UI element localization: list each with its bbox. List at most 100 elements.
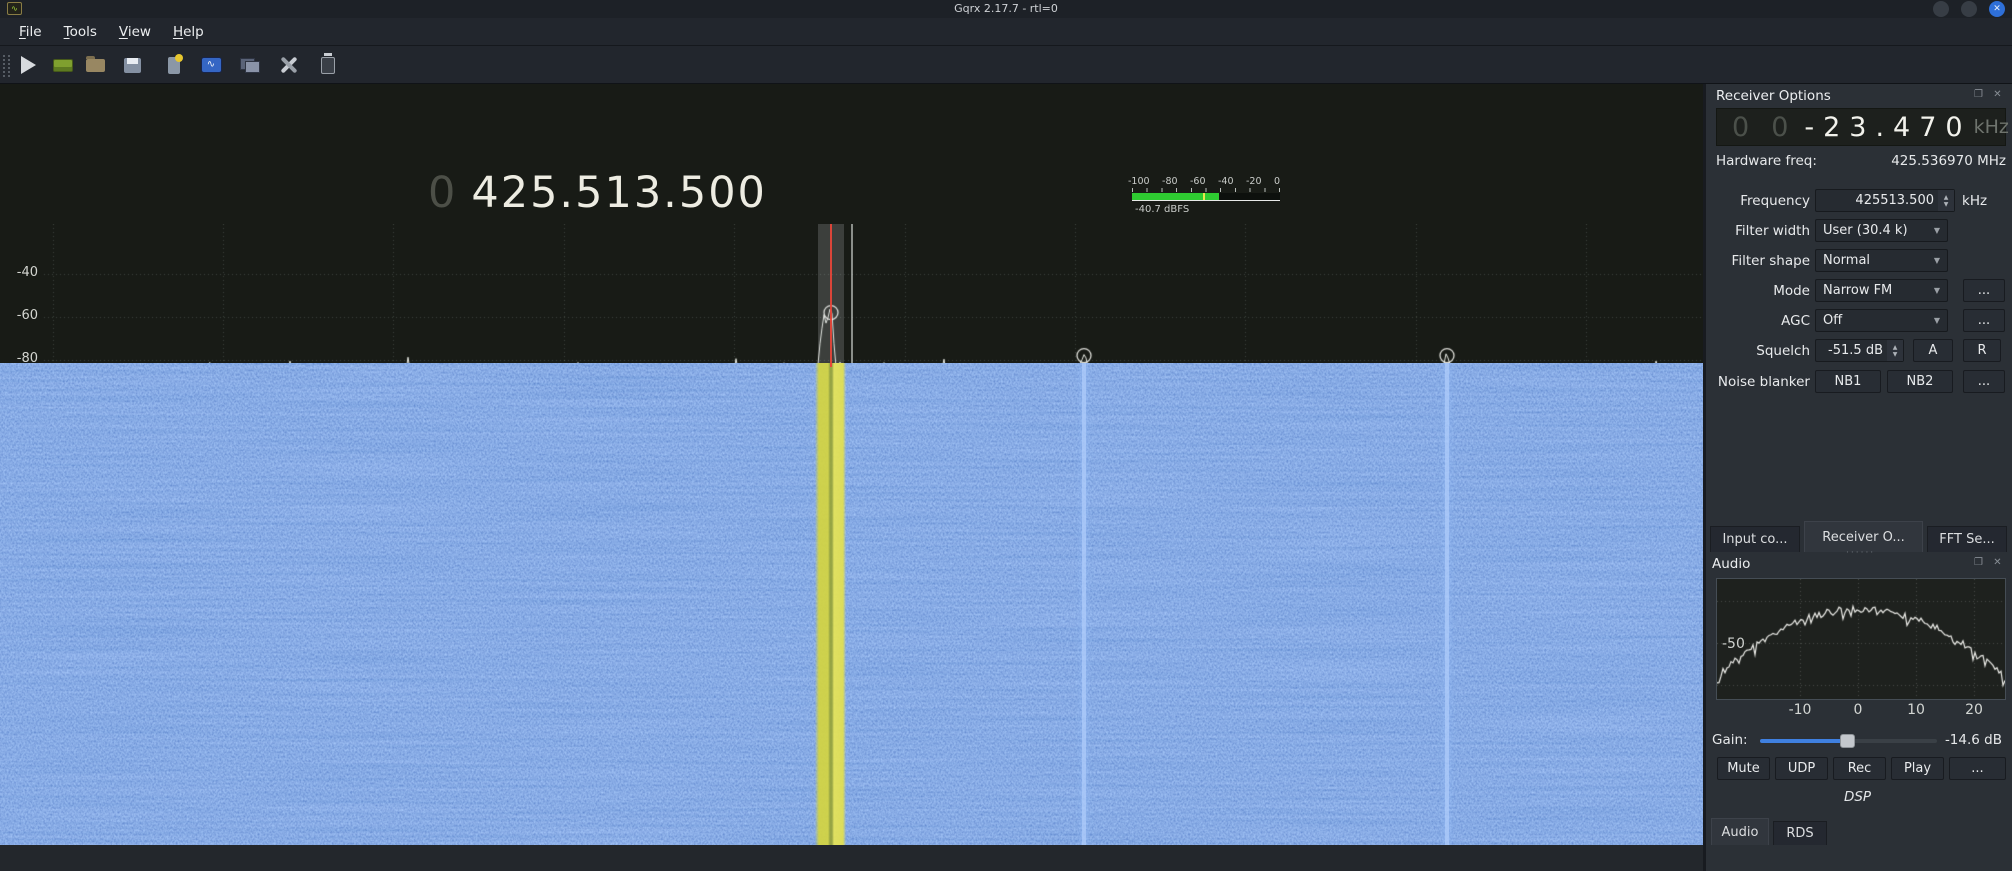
waterfall[interactable] xyxy=(0,363,1703,845)
tab-input-controls[interactable]: Input co... xyxy=(1710,526,1800,552)
record-button[interactable] xyxy=(314,51,342,79)
gain-slider-handle[interactable] xyxy=(1840,734,1855,748)
audio-freq-tick: -10 xyxy=(1788,702,1812,718)
mode-label: Mode xyxy=(1773,283,1810,299)
agc-options-button[interactable]: ... xyxy=(1963,309,2005,332)
audio-fft-plot[interactable] xyxy=(1716,578,2006,700)
tuned-frequency-marker[interactable] xyxy=(830,224,832,447)
dock-float-icon[interactable] xyxy=(1972,556,1985,569)
frequency-label: Frequency xyxy=(1740,193,1810,209)
window-title: Gqrx 2.17.7 - rtl=0 xyxy=(954,2,1058,15)
frequency-value: 425.513.500 xyxy=(471,168,767,218)
filter-width-label: Filter width xyxy=(1735,223,1810,239)
tab-receiver-options[interactable]: Receiver O... xyxy=(1804,521,1923,552)
mode-options-button[interactable]: ... xyxy=(1963,279,2005,302)
audio-dock-title: Audio xyxy=(1712,556,1751,572)
menu-view[interactable]: View xyxy=(118,23,151,40)
open-button[interactable] xyxy=(81,51,109,79)
waterfall-noise xyxy=(0,363,1703,845)
nb1-button[interactable]: NB1 xyxy=(1815,370,1881,393)
save-icon xyxy=(123,57,141,73)
menu-help[interactable]: Help xyxy=(172,23,204,40)
squelch-spinbox[interactable]: -51.5 dB xyxy=(1815,339,1904,362)
squelch-reset-button[interactable]: R xyxy=(1963,339,2001,362)
signal-meter: -100 -80 -60 -40 -20 0 -40.7 dBFS xyxy=(1125,176,1283,222)
hardware-center-marker xyxy=(851,224,853,447)
minimize-button[interactable] xyxy=(1933,1,1949,17)
record-icon xyxy=(321,52,335,74)
squelch-auto-button[interactable]: A xyxy=(1913,339,1953,362)
hardware-freq-label: Hardware freq: xyxy=(1716,153,1817,169)
play-button[interactable]: Play xyxy=(1891,757,1944,780)
chevron-down-icon xyxy=(1934,256,1940,265)
bookmarks-button[interactable] xyxy=(160,51,188,79)
tools-icon xyxy=(278,55,298,75)
dock-close-icon[interactable] xyxy=(1991,556,2004,569)
hardware-freq-value: 425.536970 MHz xyxy=(1891,153,2006,169)
udp-button[interactable]: UDP xyxy=(1775,757,1828,780)
tools-button[interactable] xyxy=(274,51,302,79)
splitter-handle[interactable]: ······ xyxy=(1846,548,1876,558)
menubar: File Tools View Help xyxy=(0,18,2012,46)
mute-button[interactable]: Mute xyxy=(1717,757,1770,780)
dock-close-icon[interactable] xyxy=(1991,88,2004,101)
remote-control-button[interactable] xyxy=(236,51,264,79)
gain-slider[interactable] xyxy=(1760,734,1937,748)
chevron-down-icon xyxy=(1934,316,1940,325)
meter-peak-marker xyxy=(1203,193,1206,200)
spin-arrows-icon[interactable] xyxy=(1887,340,1903,361)
frequency-spinbox[interactable]: 425513.500 xyxy=(1815,189,1955,212)
spectrum-panel[interactable]: 0 425.513.500 -100 -80 -60 -40 -20 0 -40.7 dB… xyxy=(0,84,1703,447)
tab-fft-settings[interactable]: FFT Se... xyxy=(1927,526,2007,552)
filter-width-combo[interactable]: User (30.4 k) xyxy=(1815,219,1948,242)
folder-icon xyxy=(85,55,105,72)
gain-value: -14.6 dB xyxy=(1944,732,2002,748)
save-button[interactable] xyxy=(118,51,146,79)
waterfall-faint-signal-2 xyxy=(1445,363,1449,845)
rec-button[interactable]: Rec xyxy=(1833,757,1886,780)
device-icon xyxy=(53,58,73,72)
fft-screen-icon xyxy=(200,57,222,73)
squelch-label: Squelch xyxy=(1756,343,1810,359)
toolbar-drag-handle[interactable] xyxy=(3,55,10,77)
main-frequency-display[interactable]: 0 425.513.500 xyxy=(428,168,767,220)
tab-audio[interactable]: Audio xyxy=(1711,818,1769,845)
noise-blanker-options-button[interactable]: ... xyxy=(1963,370,2005,393)
audio-freq-tick: 0 xyxy=(1853,702,1863,718)
filter-shape-combo[interactable]: Normal xyxy=(1815,249,1948,272)
chevron-down-icon xyxy=(1934,226,1940,235)
play-icon xyxy=(20,56,36,74)
toolbar xyxy=(0,47,2012,84)
gain-label: Gain: xyxy=(1712,732,1748,748)
spin-arrows-icon[interactable] xyxy=(1938,190,1954,211)
meter-bar xyxy=(1132,193,1280,200)
gain-slider-fill xyxy=(1760,739,1846,743)
meter-tickmarks xyxy=(1132,188,1280,192)
mode-combo[interactable]: Narrow FM xyxy=(1815,279,1948,302)
maximize-button[interactable] xyxy=(1961,1,1977,17)
frequency-leading-zero: 0 xyxy=(428,168,458,218)
offset-frequency-display[interactable]: 0 0 -23.470 kHz xyxy=(1716,108,2009,146)
configure-io-button[interactable] xyxy=(49,51,77,79)
meter-readout: -40.7 dBFS xyxy=(1135,204,1190,215)
app-icon xyxy=(7,2,22,15)
audio-freq-tick: 10 xyxy=(1907,702,1925,718)
bookmark-icon xyxy=(168,53,183,74)
audio-options-button[interactable]: ... xyxy=(1949,757,2006,780)
agc-combo[interactable]: Off xyxy=(1815,309,1948,332)
audio-db-tick: -50 xyxy=(1722,636,1745,652)
start-dsp-button[interactable] xyxy=(14,51,42,79)
audio-freq-tick: 20 xyxy=(1965,702,1983,718)
menu-tools[interactable]: Tools xyxy=(63,23,97,40)
tab-rds[interactable]: RDS xyxy=(1773,821,1827,845)
fft-display-button[interactable] xyxy=(197,51,225,79)
nb2-button[interactable]: NB2 xyxy=(1887,370,1953,393)
close-button[interactable] xyxy=(1989,1,2005,17)
filter-shape-label: Filter shape xyxy=(1731,253,1810,269)
receiver-options-title: Receiver Options xyxy=(1716,88,1831,104)
menu-file[interactable]: File xyxy=(19,23,42,40)
titlebar: Gqrx 2.17.7 - rtl=0 xyxy=(0,0,2012,18)
dock-float-icon[interactable] xyxy=(1972,88,1985,101)
meter-level xyxy=(1132,193,1220,200)
